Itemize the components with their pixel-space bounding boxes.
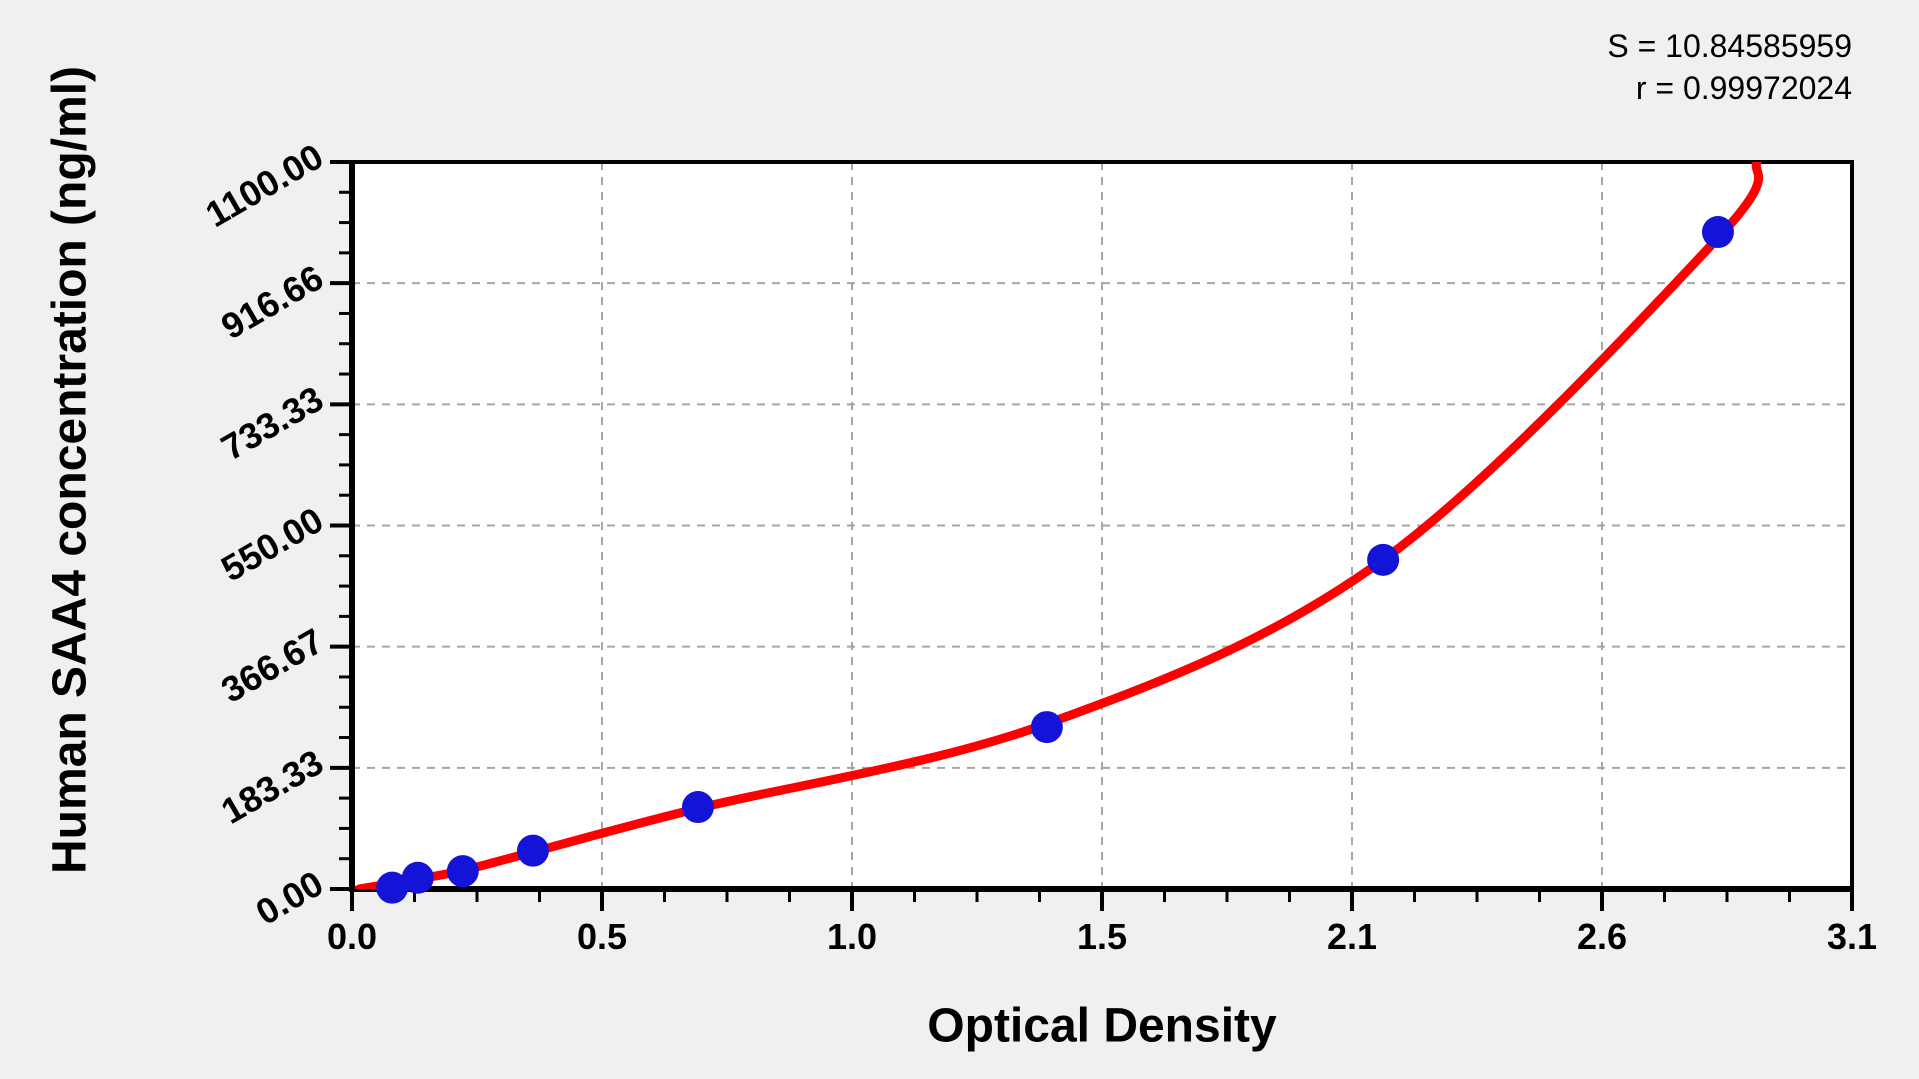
data-point [1030, 711, 1063, 744]
y-tick-label: 733.33 [214, 378, 330, 469]
y-tick-label: 0.00 [249, 862, 330, 933]
x-tick-label: 2.1 [1327, 916, 1377, 957]
y-tick-label: 366.67 [214, 620, 330, 711]
y-tick-label: 1100.00 [199, 135, 330, 235]
x-tick-label: 0.5 [577, 916, 627, 957]
x-tick-label: 0.0 [327, 916, 377, 957]
fit-stat-r: r = 0.99972024 [1635, 70, 1852, 106]
fit-stat-s: S = 10.84585959 [1607, 28, 1852, 64]
data-point [516, 834, 549, 867]
data-point [1701, 216, 1734, 249]
data-point [446, 855, 479, 888]
data-point [376, 871, 409, 904]
x-axis-title: Optical Density [927, 999, 1277, 1053]
y-tick-label: 916.66 [214, 257, 330, 348]
x-tick-label: 2.6 [1577, 916, 1627, 957]
data-point [681, 791, 714, 824]
y-tick-label: 550.00 [214, 499, 330, 590]
x-tick-label: 1.5 [1077, 916, 1127, 957]
x-tick-label: 3.1 [1827, 916, 1877, 957]
y-tick-label: 183.33 [214, 741, 330, 832]
data-point [1367, 543, 1400, 576]
data-point [401, 861, 434, 894]
x-tick-label: 1.0 [827, 916, 877, 957]
